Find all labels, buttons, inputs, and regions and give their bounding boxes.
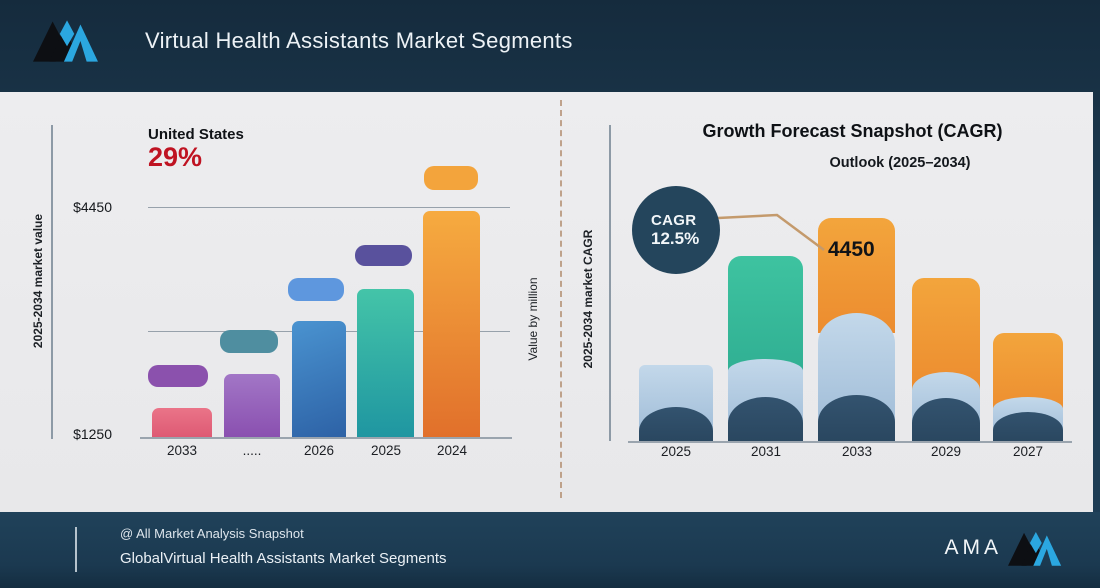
left-chart-title: United States [148,126,244,143]
cagr-badge: CAGR 12.5% [632,186,720,274]
stack-2031-base [728,397,803,441]
stack-2029-base [912,398,980,441]
xtick-r-2025: 2025 [660,444,692,459]
footer-title: GlobalVirtual Health Assistants Market S… [120,550,447,567]
cap-2025 [355,245,412,266]
xtick-2024: 2024 [436,443,468,458]
left-x-axis-line [140,437,512,439]
right-chart-title: Growth Forecast Snapshot (CAGR) [702,121,1003,141]
stack-2033-base [818,395,895,441]
xtick-2025: 2025 [370,443,402,458]
stack-2025-base [639,407,713,441]
bar-2033 [152,408,212,437]
bar-2025 [357,289,414,437]
header: Virtual Health Assistants Market Segment… [0,0,1100,92]
stack-2027-base [993,412,1063,441]
xtick-2026: 2026 [303,443,335,458]
ama-logo-icon [33,20,98,62]
left-y-axis-line [51,125,53,439]
xtick-dots: ..... [242,443,262,458]
cagr-badge-value: 12.5% [651,228,700,248]
footer-caption: @ All Market Analysis Snapshot [120,526,304,541]
cagr-badge-label: CAGR [651,211,697,229]
right-x-axis-line [628,441,1072,443]
xtick-r-2031: 2031 [750,444,782,459]
ytick-1250: $1250 [73,426,112,442]
cap-2024 [424,166,478,190]
panel-divider [560,100,562,498]
right-y-axis-title: 2025-2034 market CAGR [581,229,595,369]
footer: @ All Market Analysis Snapshot GlobalVir… [0,512,1100,588]
page-title: Virtual Health Assistants Market Segment… [145,28,573,53]
left-y2-axis-title: Value by million [526,277,540,361]
xtick-r-2029: 2029 [930,444,962,459]
xtick-r-2033: 2033 [841,444,873,459]
ytick-4450: $4450 [73,199,112,215]
charts-panel: 2025-2034 market value United States 29%… [0,92,1093,512]
cap-2033 [148,365,208,387]
left-y-axis-title: 2025-2034 market value [31,213,45,349]
bar-2024 [423,211,480,437]
xtick-r-2027: 2027 [1012,444,1044,459]
ama-logo-icon [1008,531,1062,566]
cap-2026 [288,278,344,301]
right-chart-subtitle: Outlook (2025–2034) [829,155,971,171]
left-chart-highlight: 29% [148,142,203,172]
footer-brand-text: AMA [944,536,1002,559]
right-y-axis-line [609,125,611,441]
bar-2026 [292,321,346,437]
bar-dots [224,374,280,437]
bar-annotation-4450: 4450 [828,238,875,261]
gridline-top [148,207,510,208]
cap-dots [220,330,278,353]
xtick-2033: 2033 [166,443,198,458]
footer-divider [75,527,77,572]
